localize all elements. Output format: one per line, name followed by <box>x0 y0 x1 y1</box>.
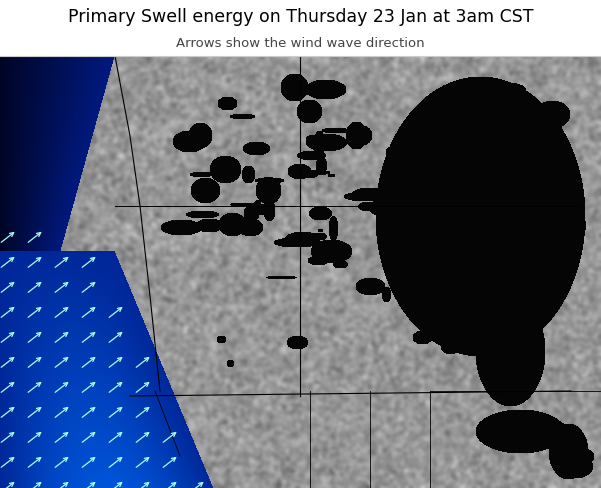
Text: Primary Swell energy on Thursday 23 Jan at 3am CST: Primary Swell energy on Thursday 23 Jan … <box>68 8 533 26</box>
Text: Arrows show the wind wave direction: Arrows show the wind wave direction <box>176 37 425 50</box>
